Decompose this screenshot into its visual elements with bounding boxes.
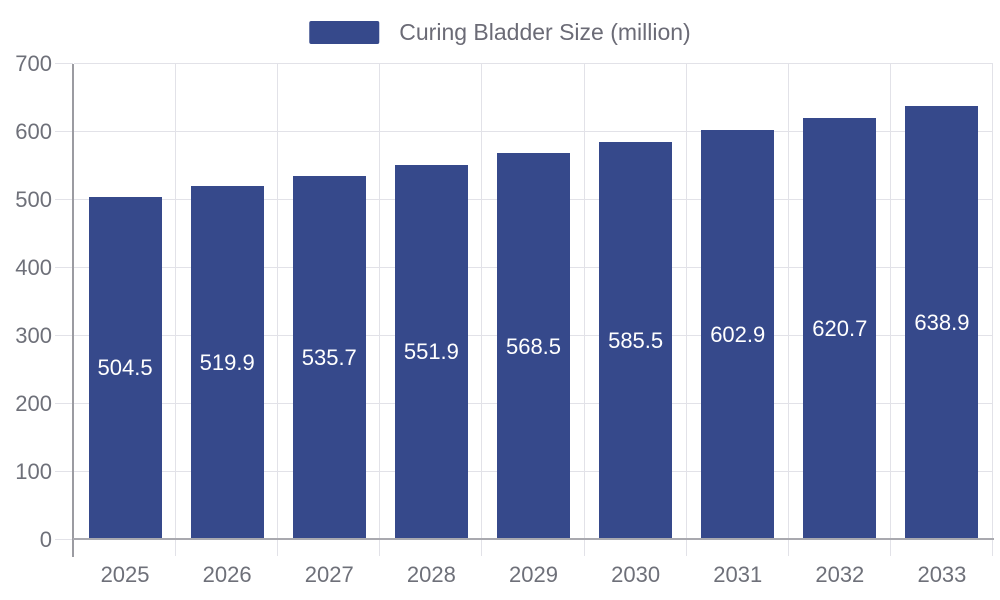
bar (599, 141, 673, 540)
y-tick-label: 700 (15, 51, 52, 76)
y-axis-tick (55, 131, 73, 132)
x-tick-label: 2028 (406, 562, 456, 587)
y-axis-line (72, 64, 74, 557)
x-axis-tick (685, 540, 687, 556)
x-tick-label: 2029 (509, 562, 558, 587)
bar-value-label: 602.9 (710, 322, 766, 347)
y-tick-label: 0 (39, 527, 52, 552)
gridline-horizontal (74, 131, 993, 132)
y-tick-label: 500 (15, 187, 52, 212)
y-tick-label: 300 (15, 323, 52, 348)
bar-value-label: 568.5 (505, 333, 562, 359)
gridline-vertical (685, 64, 687, 540)
y-axis-tick (55, 539, 73, 540)
gridline-vertical (277, 64, 279, 540)
y-tick-label: 600 (15, 119, 52, 144)
bar-value-label: 535.7 (301, 344, 357, 370)
bar-value-label: 504.5 (97, 355, 153, 381)
gridline-vertical (175, 64, 177, 540)
bar (701, 130, 775, 540)
x-axis-tick (175, 540, 177, 556)
x-axis-tick (583, 540, 585, 556)
x-tick-label: 2026 (202, 562, 252, 587)
bar (88, 196, 162, 540)
y-tick-label: 400 (15, 255, 52, 280)
x-tick-label: 2032 (815, 562, 865, 587)
bar-value-label: 585.5 (608, 327, 664, 353)
gridline-vertical (992, 64, 993, 540)
x-axis-line (73, 538, 994, 540)
x-axis-tick (889, 540, 891, 556)
y-axis-tick (55, 63, 73, 64)
x-axis-tick (992, 540, 993, 556)
x-axis-tick (379, 540, 381, 556)
gridline-vertical (379, 64, 381, 540)
x-tick-label: 2027 (304, 562, 354, 587)
bar-value-label: 519.9 (199, 350, 255, 376)
legend-item[interactable]: Curing Bladder Size (million) (309, 19, 691, 46)
y-axis-tick (55, 335, 73, 336)
gridline-vertical (889, 64, 891, 540)
x-tick-label: 2033 (917, 562, 967, 587)
bar (394, 164, 468, 540)
y-axis-tick (55, 403, 73, 404)
y-axis-tick (55, 267, 73, 268)
gridline-horizontal (74, 63, 993, 64)
bar-value-label: 638.9 (914, 309, 970, 335)
gridline-vertical (481, 64, 483, 540)
bar (190, 186, 264, 540)
bar (292, 175, 366, 540)
bar-value-label: 620.7 (812, 315, 868, 341)
x-tick-label: 2030 (611, 562, 661, 587)
x-tick-label: 2025 (100, 562, 150, 587)
x-axis-tick (277, 540, 279, 556)
gridline-vertical (787, 64, 789, 540)
x-axis-tick (481, 540, 483, 556)
gridline-vertical (583, 64, 585, 540)
bar (905, 105, 979, 540)
y-tick-label: 200 (15, 391, 52, 416)
x-tick-label: 2031 (713, 562, 763, 587)
x-axis-tick (787, 540, 789, 556)
legend-swatch (309, 21, 380, 44)
bar-value-label: 551.9 (403, 339, 459, 365)
legend-label: Curing Bladder Size (million) (399, 19, 691, 45)
bar (497, 153, 570, 540)
y-axis-tick (55, 199, 73, 200)
y-tick-label: 100 (15, 459, 52, 484)
y-axis-tick (55, 471, 73, 472)
bar (803, 117, 877, 540)
